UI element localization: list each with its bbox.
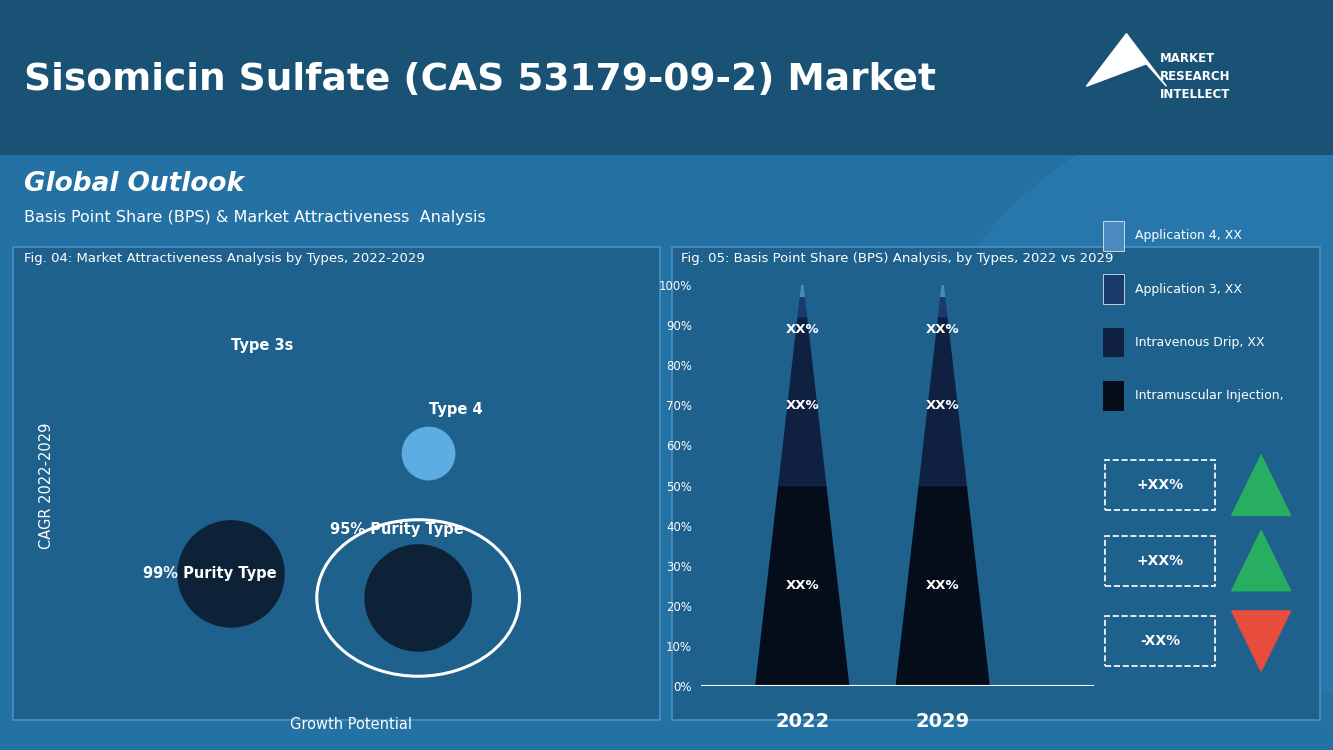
Wedge shape [933, 38, 1333, 712]
Text: Basis Point Share (BPS) & Market Attractiveness  Analysis: Basis Point Share (BPS) & Market Attract… [24, 210, 485, 225]
Text: Sisomicin Sulfate (CAS 53179-09-2) Market: Sisomicin Sulfate (CAS 53179-09-2) Marke… [24, 62, 936, 98]
Polygon shape [1232, 610, 1290, 671]
Text: Intramuscular Injection,: Intramuscular Injection, [1134, 389, 1284, 403]
Text: Application 4, XX: Application 4, XX [1134, 230, 1242, 242]
Polygon shape [1232, 455, 1290, 515]
Polygon shape [797, 297, 808, 317]
Text: XX%: XX% [926, 399, 960, 412]
Polygon shape [1086, 34, 1146, 86]
Text: Type 4: Type 4 [429, 402, 483, 417]
Point [408, 592, 429, 604]
Polygon shape [778, 317, 826, 486]
FancyBboxPatch shape [1104, 381, 1124, 411]
Text: Fig. 04: Market Attractiveness Analysis by Types, 2022-2029: Fig. 04: Market Attractiveness Analysis … [24, 252, 425, 266]
Text: Type 3s: Type 3s [231, 338, 293, 352]
Text: XX%: XX% [926, 580, 960, 592]
Text: Global Outlook: Global Outlook [24, 171, 244, 196]
Polygon shape [800, 285, 805, 297]
Text: +XX%: +XX% [1137, 554, 1184, 568]
FancyBboxPatch shape [672, 248, 1320, 720]
Polygon shape [940, 285, 945, 297]
Polygon shape [896, 486, 990, 686]
Text: XX%: XX% [785, 399, 818, 412]
Text: Growth Potential: Growth Potential [289, 717, 412, 732]
FancyBboxPatch shape [1104, 220, 1124, 251]
Text: CAGR 2022-2029: CAGR 2022-2029 [39, 422, 53, 549]
Polygon shape [1126, 34, 1166, 86]
FancyBboxPatch shape [1104, 274, 1124, 304]
Text: 99% Purity Type: 99% Purity Type [143, 566, 276, 581]
Polygon shape [754, 486, 849, 686]
Polygon shape [938, 297, 948, 317]
FancyBboxPatch shape [13, 248, 660, 720]
Text: Intravenous Drip, XX: Intravenous Drip, XX [1134, 336, 1265, 349]
Text: 2029: 2029 [916, 712, 970, 731]
Point [220, 392, 241, 404]
Polygon shape [918, 317, 966, 486]
Point [220, 568, 241, 580]
Text: MARKET
RESEARCH
INTELLECT: MARKET RESEARCH INTELLECT [1160, 52, 1230, 101]
Text: Fig. 05: Basis Point Share (BPS) Analysis, by Types, 2022 vs 2029: Fig. 05: Basis Point Share (BPS) Analysi… [681, 252, 1113, 266]
Text: Application 3, XX: Application 3, XX [1134, 283, 1242, 296]
Text: XX%: XX% [785, 580, 818, 592]
Text: -XX%: -XX% [1140, 634, 1180, 648]
Text: XX%: XX% [785, 322, 818, 336]
FancyBboxPatch shape [0, 0, 1333, 155]
Polygon shape [1232, 530, 1290, 591]
Text: XX%: XX% [926, 322, 960, 336]
Text: +XX%: +XX% [1137, 478, 1184, 492]
FancyBboxPatch shape [1104, 328, 1124, 358]
Point [419, 448, 440, 460]
Text: 95% Purity Type: 95% Purity Type [329, 522, 464, 537]
Text: 2022: 2022 [776, 712, 829, 731]
